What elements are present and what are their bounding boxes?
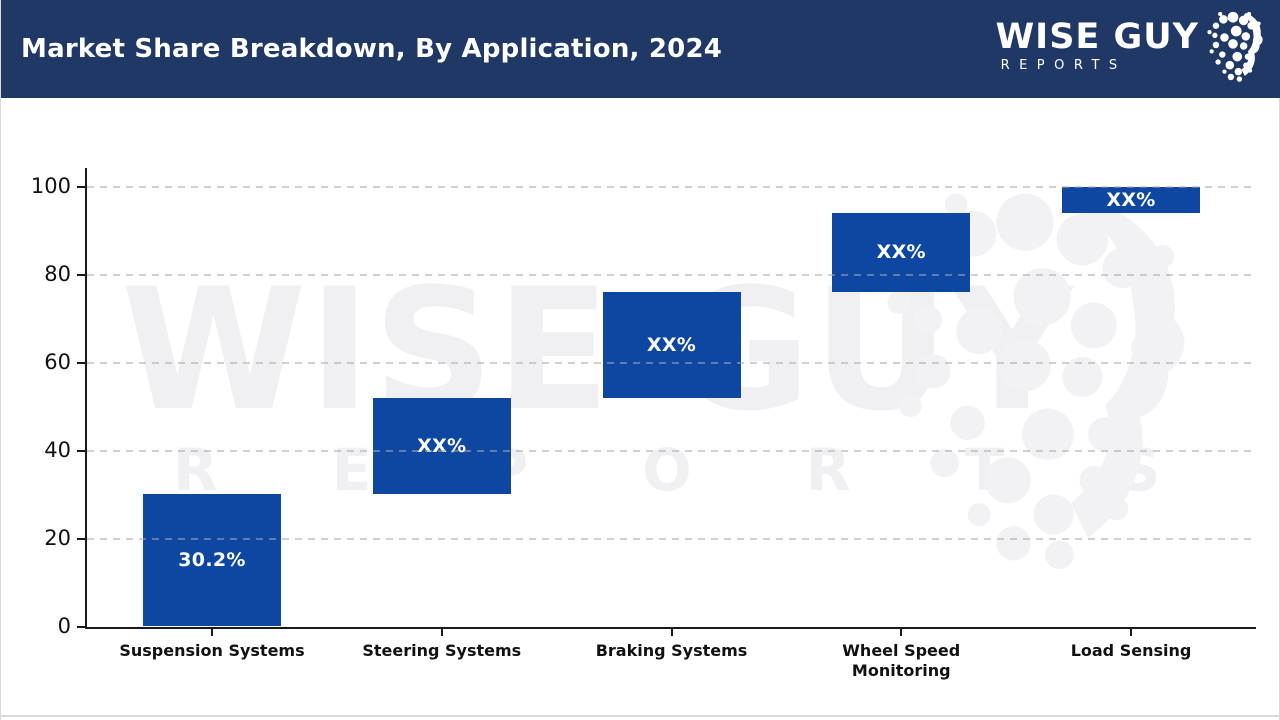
bar-label-suspension-systems: 30.2%: [178, 549, 246, 572]
x-tick-wheel-speed-monitoring: [900, 628, 903, 636]
bar-load-sensing: XX%: [1062, 186, 1200, 213]
y-tick-label-40: 40: [44, 437, 71, 462]
bar-label-braking-systems: XX%: [646, 333, 697, 356]
y-tick-label-60: 60: [44, 349, 71, 374]
bar-braking-systems: XX%: [602, 292, 741, 398]
y-tick-label-80: 80: [44, 261, 71, 286]
x-label-braking-systems: Braking Systems: [595, 640, 748, 660]
y-tick-label-100: 100: [30, 173, 71, 198]
y-tick-60: [77, 361, 86, 364]
bar-label-steering-systems: XX%: [417, 434, 467, 457]
x-label-load-sensing: Load Sensing: [1070, 640, 1192, 660]
head-profile-dots-icon: [1207, 11, 1263, 82]
x-tick-steering-systems: [440, 628, 443, 636]
bar-wheel-speed-monitoring: XX%: [832, 212, 971, 293]
header-bar: Market Share Breakdown, By Application, …: [1, 0, 1280, 98]
bar-label-wheel-speed-monitoring: XX%: [876, 241, 926, 264]
y-tick-20: [77, 537, 86, 540]
y-tick-100: [77, 185, 86, 188]
bar-suspension-systems: 30.2%: [143, 493, 281, 627]
gridline-y-100: [87, 185, 1255, 188]
y-tick-label-20: 20: [44, 525, 71, 550]
y-axis-spine: [85, 168, 87, 629]
bottom-divider: [1, 715, 1280, 717]
x-tick-load-sensing: [1130, 628, 1132, 636]
bar-steering-systems: XX%: [372, 397, 511, 494]
x-label-suspension-systems: Suspension Systems: [119, 640, 305, 660]
y-tick-80: [77, 273, 86, 276]
y-tick-0: [77, 625, 86, 628]
page-title: Market Share Breakdown, By Application, …: [21, 34, 723, 64]
gridline-y-60: [87, 361, 1255, 364]
logo-subtitle: REPORTS: [1000, 57, 1127, 73]
x-tick-suspension-systems: [211, 628, 213, 636]
gridline-y-40: [87, 449, 1255, 452]
x-label-steering-systems: Steering Systems: [362, 640, 522, 660]
x-axis-spine: [85, 626, 1256, 629]
logo-wordmark: WISE GUY: [995, 16, 1199, 57]
gridline-y-80: [87, 273, 1255, 276]
brand-logo: WISE GUY REPORTS: [996, 8, 1265, 84]
gridline-y-20: [87, 537, 1255, 540]
x-label-wheel-speed-monitoring: Wheel Speed Monitoring: [842, 640, 961, 680]
x-tick-braking-systems: [670, 628, 673, 636]
y-tick-40: [77, 449, 86, 452]
y-tick-label-0: 0: [57, 613, 71, 638]
bar-label-load-sensing: XX%: [1106, 188, 1156, 211]
